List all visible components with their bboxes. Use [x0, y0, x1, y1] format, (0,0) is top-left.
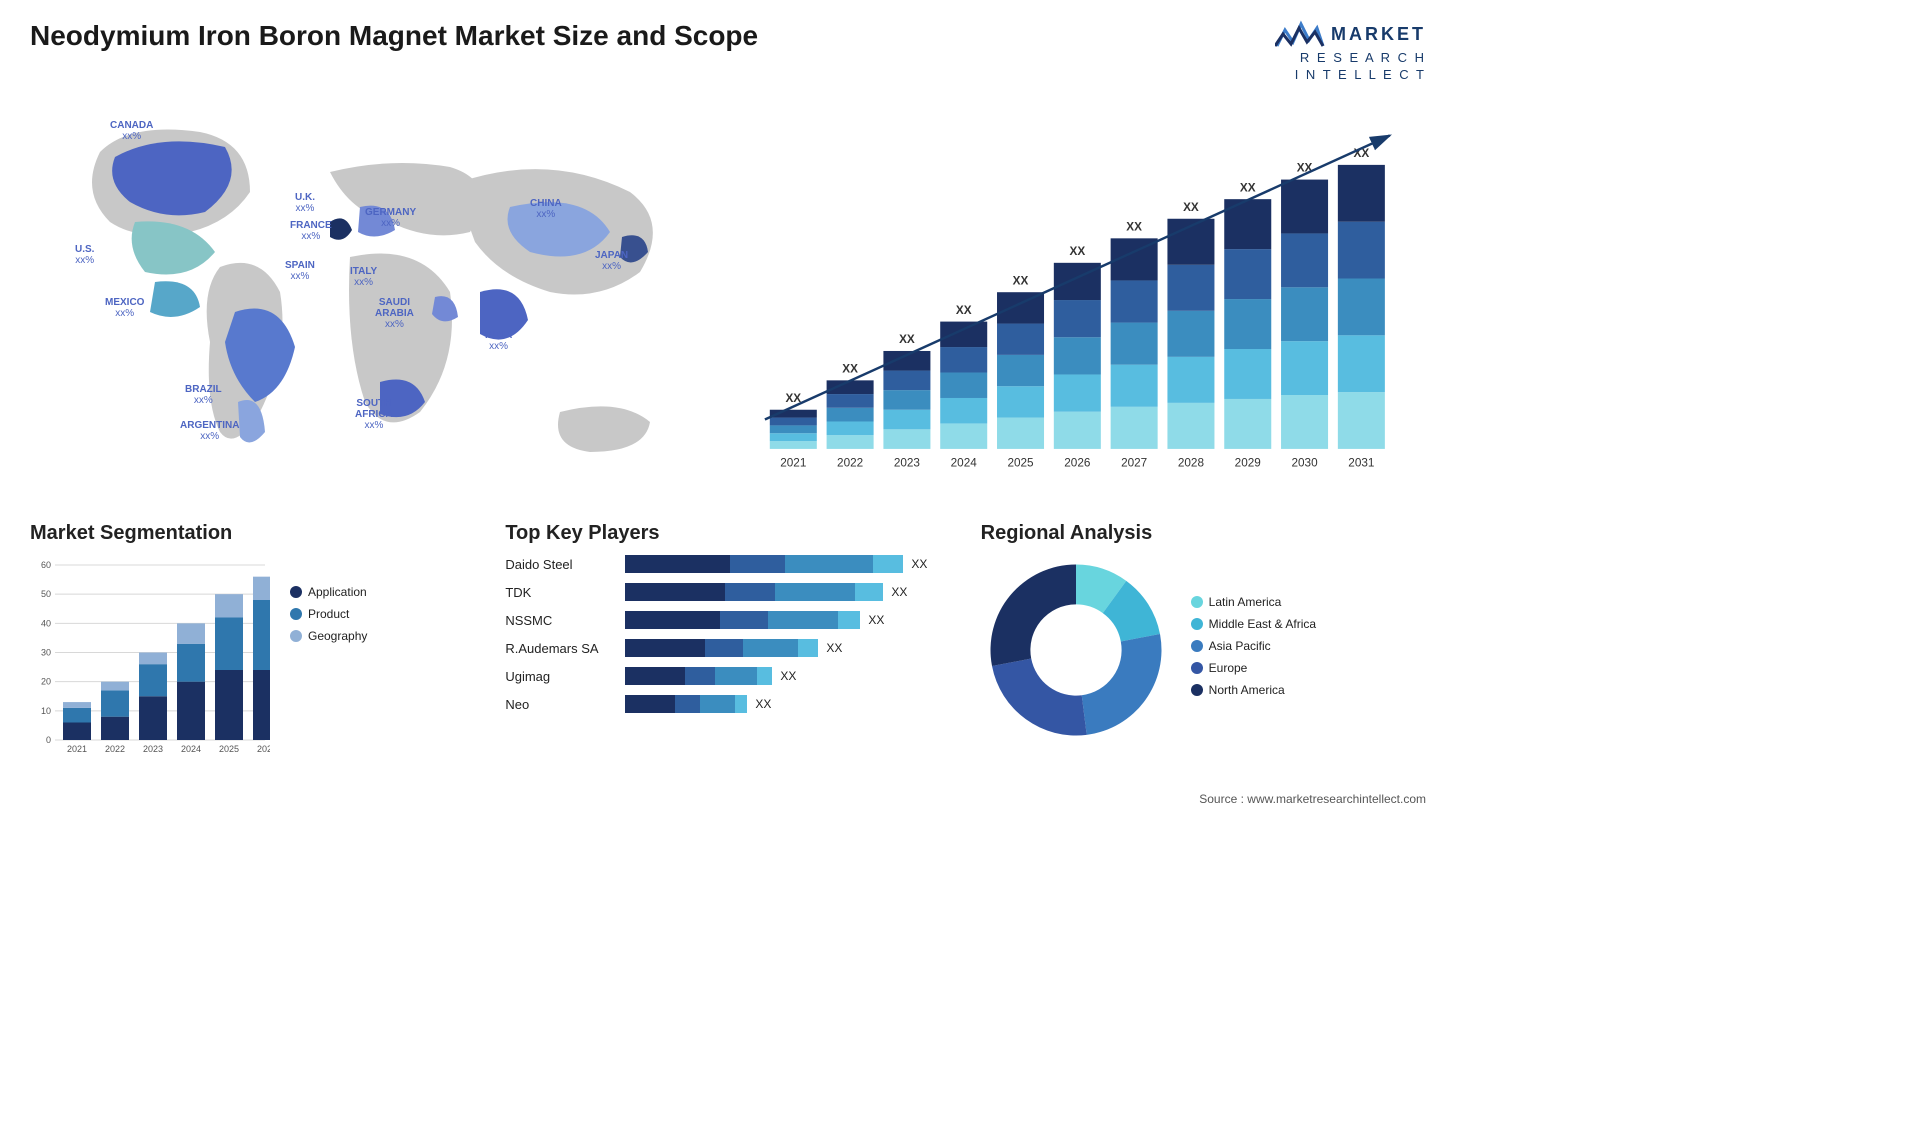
svg-text:2025: 2025	[1007, 457, 1034, 470]
player-row-tdk: TDKXX	[505, 583, 950, 601]
svg-text:XX: XX	[842, 363, 858, 376]
svg-text:XX: XX	[1126, 221, 1142, 234]
map-label-italy: ITALYxx%	[350, 266, 377, 288]
svg-text:0: 0	[46, 735, 51, 745]
region-legend-north-america: North America	[1191, 683, 1316, 697]
seg-legend-product: Product	[290, 607, 367, 621]
svg-text:2030: 2030	[1291, 457, 1318, 470]
map-label-u-k-: U.K.xx%	[295, 192, 315, 214]
logo-sub-2: I N T E L L E C T	[1275, 67, 1426, 82]
player-row-ugimag: UgimagXX	[505, 667, 950, 685]
players-title: Top Key Players	[505, 522, 950, 545]
region-legend-middle-east-africa: Middle East & Africa	[1191, 617, 1316, 631]
region-legend-asia-pacific: Asia Pacific	[1191, 639, 1316, 653]
player-row-neo: NeoXX	[505, 695, 950, 713]
map-label-spain: SPAINxx%	[285, 260, 315, 282]
svg-text:40: 40	[41, 618, 51, 628]
segmentation-panel: Market Segmentation 0 10 20 30 40 50 60 2021 202…	[30, 522, 475, 782]
map-label-saudi-arabia: SAUDIARABIAxx%	[375, 297, 414, 330]
svg-text:2027: 2027	[1121, 457, 1147, 470]
map-label-south-africa: SOUTHAFRICAxx%	[355, 398, 393, 431]
svg-text:10: 10	[41, 706, 51, 716]
seg-legend-geography: Geography	[290, 629, 367, 643]
map-label-brazil: BRAZILxx%	[185, 384, 222, 406]
svg-text:2022: 2022	[837, 457, 863, 470]
logo-sub-1: R E S E A R C H	[1275, 50, 1426, 65]
svg-text:2026: 2026	[1064, 457, 1091, 470]
svg-text:2031: 2031	[1348, 457, 1374, 470]
svg-text:XX: XX	[1240, 181, 1256, 194]
player-row-daido-steel: Daido SteelXX	[505, 555, 950, 573]
map-label-canada: CANADAxx%	[110, 120, 153, 142]
svg-text:2024: 2024	[181, 744, 201, 754]
brand-logo: MARKET R E S E A R C H I N T E L L E C T	[1275, 20, 1426, 82]
map-label-india: INDIAxx%	[485, 330, 512, 352]
regional-title: Regional Analysis	[981, 522, 1426, 545]
svg-text:2024: 2024	[951, 457, 978, 470]
logo-waves-icon	[1275, 20, 1325, 48]
segmentation-title: Market Segmentation	[30, 522, 475, 545]
svg-text:2025: 2025	[219, 744, 239, 754]
svg-text:2021: 2021	[780, 457, 806, 470]
map-label-mexico: MEXICOxx%	[105, 297, 144, 319]
map-label-u-s-: U.S.xx%	[75, 244, 94, 266]
svg-text:2022: 2022	[105, 744, 125, 754]
map-label-japan: JAPANxx%	[595, 250, 628, 272]
players-bar-chart: Daido SteelXX TDKXX NSSMCXX R.Audemars SAXX…	[505, 555, 950, 713]
svg-text:XX: XX	[1183, 201, 1199, 214]
logo-brand-text: MARKET	[1331, 24, 1426, 45]
region-legend-europe: Europe	[1191, 661, 1316, 675]
region-legend-latin-america: Latin America	[1191, 595, 1316, 609]
segmentation-bar-chart: 0 10 20 30 40 50 60 2021 2022 2023 2024 2025 2026	[30, 555, 270, 765]
svg-text:2023: 2023	[143, 744, 163, 754]
svg-text:2021: 2021	[67, 744, 87, 754]
map-label-france: FRANCExx%	[290, 220, 332, 242]
svg-text:XX: XX	[1013, 274, 1029, 287]
svg-text:2026: 2026	[257, 744, 270, 754]
svg-text:XX: XX	[1069, 245, 1085, 258]
player-row-nssmc: NSSMCXX	[505, 611, 950, 629]
svg-text:XX: XX	[899, 333, 915, 346]
svg-text:30: 30	[41, 648, 51, 658]
forecast-bar-chart: XX 2021 XX 2022 XX 2023 XX 2024 XX 2025 XX 2026 XX 20…	[760, 102, 1426, 502]
map-label-china: CHINAxx%	[530, 198, 562, 220]
svg-text:2023: 2023	[894, 457, 921, 470]
page-title: Neodymium Iron Boron Magnet Market Size …	[30, 20, 758, 52]
segmentation-legend: Application Product Geography	[290, 555, 367, 765]
map-label-germany: GERMANYxx%	[365, 207, 416, 229]
regional-legend: Latin America Middle East & Africa Asia Pa…	[1191, 595, 1316, 705]
world-map-panel: CANADAxx% U.S.xx% MEXICOxx% BRAZILxx% ARGENT…	[30, 102, 730, 502]
svg-text:2029: 2029	[1235, 457, 1261, 470]
map-label-argentina: ARGENTINAxx%	[180, 420, 239, 442]
players-panel: Top Key Players Daido SteelXX TDKXX NSSMCX…	[505, 522, 950, 782]
player-row-r-audemars-sa: R.Audemars SAXX	[505, 639, 950, 657]
svg-text:20: 20	[41, 677, 51, 687]
seg-legend-application: Application	[290, 585, 367, 599]
regional-donut-chart	[981, 555, 1171, 745]
svg-text:XX: XX	[956, 304, 972, 317]
svg-text:2028: 2028	[1178, 457, 1205, 470]
forecast-chart-panel: XX 2021 XX 2022 XX 2023 XX 2024 XX 2025 XX 2026 XX 20…	[760, 102, 1426, 502]
svg-text:50: 50	[41, 589, 51, 599]
regional-panel: Regional Analysis Latin America Middle Ea…	[981, 522, 1426, 782]
svg-text:60: 60	[41, 560, 51, 570]
source-text: Source : www.marketresearchintellect.com	[1199, 792, 1426, 806]
